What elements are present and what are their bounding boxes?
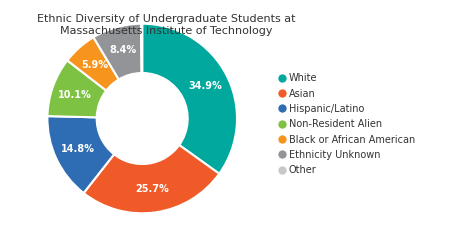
Wedge shape: [93, 24, 142, 79]
Legend: White, Asian, Hispanic/Latino, Non-Resident Alien, Black or African American, Et: White, Asian, Hispanic/Latino, Non-Resid…: [280, 73, 415, 175]
Text: 10.1%: 10.1%: [58, 90, 92, 100]
Wedge shape: [141, 24, 142, 73]
Wedge shape: [67, 37, 119, 91]
Wedge shape: [83, 145, 219, 213]
Text: 25.7%: 25.7%: [136, 184, 169, 194]
Wedge shape: [47, 116, 114, 193]
Text: 34.9%: 34.9%: [189, 81, 222, 91]
Wedge shape: [142, 24, 237, 174]
Text: 0.2%: 0.2%: [0, 236, 1, 237]
Text: 14.8%: 14.8%: [61, 144, 95, 154]
Text: 8.4%: 8.4%: [109, 45, 137, 55]
Wedge shape: [47, 60, 106, 117]
Text: 5.9%: 5.9%: [82, 60, 109, 70]
Text: Ethnic Diversity of Undergraduate Students at
Massachusetts Institute of Technol: Ethnic Diversity of Undergraduate Studen…: [36, 14, 295, 36]
